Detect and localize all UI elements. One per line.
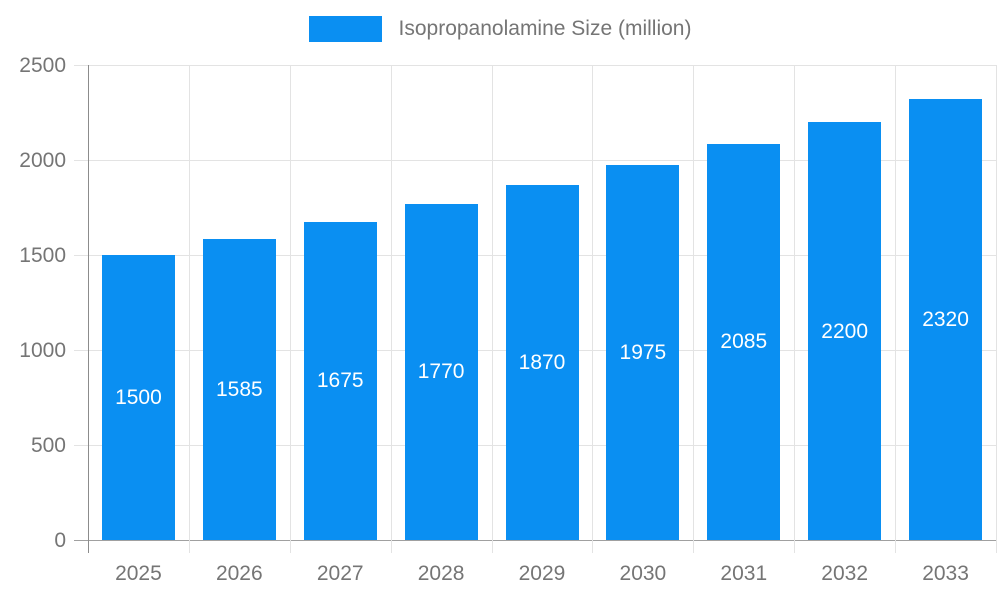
gridline-v: [289, 65, 291, 540]
x-axis-tick-label: 2025: [115, 562, 162, 585]
gridline-v: [188, 65, 190, 540]
x-axis-tick-label: 2031: [720, 562, 768, 585]
y-axis-tick-label: 2000: [19, 149, 66, 172]
x-axis-tick-label: 2029: [518, 562, 566, 585]
gridline-h: [74, 160, 996, 161]
y-axis-tick-label: 2500: [19, 54, 66, 77]
bar[interactable]: 2320: [909, 99, 983, 540]
x-axis-tick: [188, 540, 190, 553]
y-axis-tick-label: 1500: [19, 244, 66, 267]
gridline-h: [74, 540, 996, 541]
gridline-v: [693, 65, 695, 540]
x-axis-tick: [996, 540, 997, 553]
x-axis-tick: [390, 540, 392, 553]
x-axis-tick: [895, 540, 897, 553]
y-axis-tick-label: 0: [54, 529, 66, 552]
legend-label: Isopropanolamine Size (million): [398, 17, 692, 40]
x-axis-tick-label: 2033: [922, 562, 969, 585]
bar[interactable]: 1870: [505, 184, 579, 540]
bar-value-label: 2085: [720, 330, 768, 354]
x-axis-tick: [794, 540, 796, 553]
bar-value-label: 1585: [215, 377, 263, 401]
bar-value-label: 1975: [619, 340, 667, 364]
y-axis-tick-label: 500: [30, 434, 66, 457]
bar[interactable]: 1770: [404, 203, 478, 540]
x-axis-tick-label: 2027: [316, 562, 364, 585]
bar-value-label: 1770: [417, 360, 465, 384]
bar-value-label: 1500: [115, 386, 162, 409]
y-axis-tick-label: 1000: [19, 339, 66, 362]
bar-value-label: 2320: [922, 308, 969, 332]
bar[interactable]: 1500: [101, 255, 175, 540]
y-axis-line: [88, 65, 89, 540]
x-axis-tick-label: 2030: [619, 562, 667, 585]
legend-swatch-icon: [308, 16, 382, 42]
gridline-h: [74, 65, 996, 66]
legend[interactable]: Isopropanolamine Size (million): [0, 16, 1000, 42]
gridline-v: [592, 65, 594, 540]
x-axis-tick: [491, 540, 493, 553]
bar[interactable]: 2200: [808, 122, 882, 540]
gridline-v: [390, 65, 392, 540]
x-axis-tick: [88, 540, 89, 553]
bar-value-label: 1675: [316, 369, 364, 393]
x-axis-tick-label: 2026: [215, 562, 263, 585]
x-axis-tick-label: 2028: [417, 562, 465, 585]
bar-value-label: 1870: [518, 350, 566, 374]
bar[interactable]: 1675: [303, 221, 377, 540]
gridline-v: [794, 65, 796, 540]
bar-value-label: 2200: [821, 319, 869, 343]
bar[interactable]: 1585: [202, 238, 276, 540]
bar[interactable]: 1975: [606, 164, 680, 540]
x-axis-tick: [592, 540, 594, 553]
bar[interactable]: 2085: [707, 143, 781, 540]
x-axis-tick: [693, 540, 695, 553]
x-axis-tick: [289, 540, 291, 553]
gridline-v: [895, 65, 897, 540]
x-axis-tick-label: 2032: [821, 562, 869, 585]
gridline-v: [996, 65, 997, 540]
gridline-v: [491, 65, 493, 540]
